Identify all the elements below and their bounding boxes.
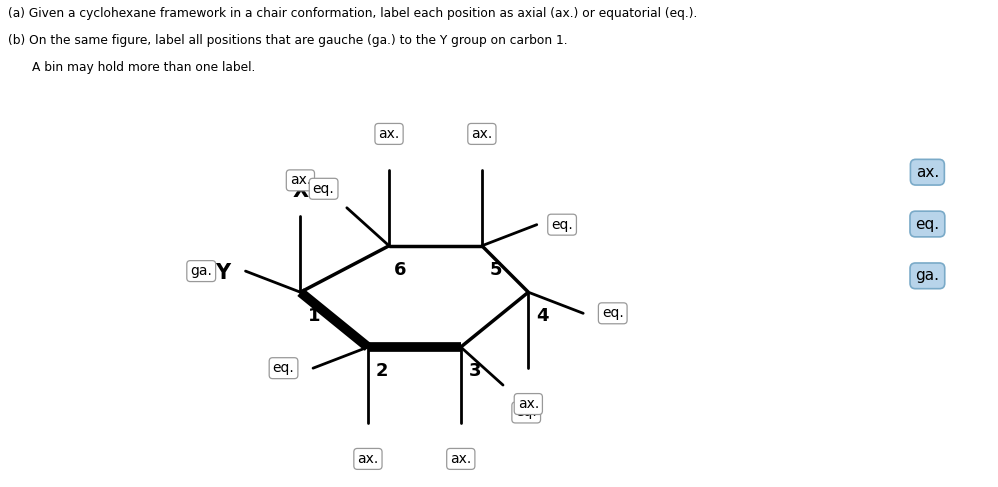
Text: eq.: eq.	[272, 361, 294, 375]
Text: ax.: ax.	[471, 127, 493, 141]
Text: 3: 3	[468, 362, 481, 380]
Text: ax.: ax.	[357, 452, 378, 466]
Text: eq.: eq.	[551, 218, 573, 232]
Text: eq.: eq.	[515, 406, 537, 419]
Text: ax.: ax.	[378, 127, 399, 141]
Text: eq.: eq.	[312, 182, 334, 196]
Text: ax.: ax.	[450, 452, 471, 466]
Text: (a) Given a cyclohexane framework in a chair conformation, label each position a: (a) Given a cyclohexane framework in a c…	[8, 7, 698, 20]
Text: 1: 1	[308, 307, 320, 325]
Text: 4: 4	[536, 307, 549, 325]
Text: Y: Y	[216, 263, 231, 283]
Text: A bin may hold more than one label.: A bin may hold more than one label.	[32, 61, 255, 74]
Text: ga.: ga.	[191, 264, 213, 278]
Text: 6: 6	[394, 261, 406, 279]
Text: ax.: ax.	[518, 397, 539, 411]
Text: (b) On the same figure, label all positions that are gauche (ga.) to the Y group: (b) On the same figure, label all positi…	[8, 34, 568, 47]
Text: 5: 5	[489, 261, 502, 279]
Text: eq.: eq.	[915, 217, 939, 231]
Text: ga.: ga.	[915, 268, 939, 283]
Text: eq.: eq.	[602, 306, 624, 320]
Text: ax.: ax.	[916, 165, 939, 180]
Text: ax.: ax.	[289, 173, 311, 187]
Text: X: X	[292, 182, 308, 202]
Text: 2: 2	[375, 362, 388, 380]
